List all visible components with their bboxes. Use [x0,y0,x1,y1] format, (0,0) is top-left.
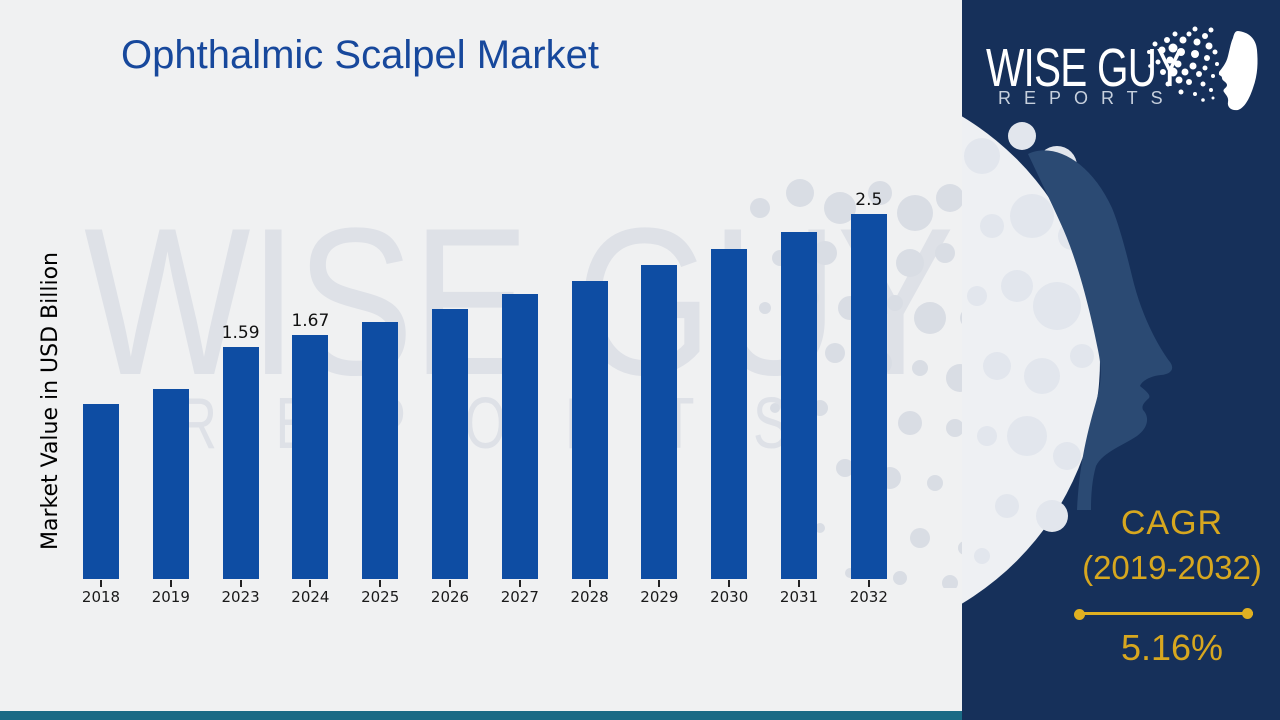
x-label-2019: 2019 [151,588,190,606]
page-title: Ophthalmic Scalpel Market [121,33,599,77]
x-tick-2030 [728,580,731,587]
x-tick-2031 [798,580,800,587]
bar-2027 [501,294,538,579]
bar-2026 [432,309,468,579]
bar-value-label-2024: 1.67 [291,311,330,331]
x-label-2029: 2029 [640,588,679,606]
logo-subtitle: REPORTS [998,88,1176,108]
bar-2024 [292,335,329,579]
cagr-line-right-dot [1242,608,1253,619]
x-tick-2028 [588,580,591,587]
x-tick-2018 [100,580,102,587]
x-label-2031: 2031 [779,588,819,606]
cagr-period: (2019-2032) [1082,549,1262,586]
bar-2025 [362,322,399,579]
bar-2018 [83,404,119,579]
x-label-2023: 2023 [221,588,260,606]
x-tick-2019 [169,580,172,587]
x-label-2028: 2028 [570,588,609,606]
cagr-label: CAGR [1120,504,1224,542]
x-tick-2023 [239,580,242,587]
x-tick-2032 [867,580,870,587]
bar-2031 [781,232,817,579]
cagr-line-left-dot [1074,609,1085,620]
brand-panel: WISE GUY REPORTS CAGR (2019-2032 [962,0,1280,720]
bar-value-label-2023: 1.59 [221,323,260,343]
x-tick-2027 [518,580,521,587]
x-label-2030: 2030 [710,588,749,606]
bar-2029 [641,265,678,579]
face-profile-silhouette [1028,150,1173,510]
bar-2032 [850,214,887,579]
x-label-2018: 2018 [81,588,121,606]
bottom-accent-strip [0,711,962,720]
bar-value-label-2032: 2.5 [855,190,883,210]
logo-wordmark: WISE GUY [986,38,1183,98]
bar-2028 [571,281,608,579]
x-tick-2026 [449,580,451,587]
x-tick-2029 [658,580,661,587]
bar-2023 [222,347,259,579]
watermark-reports: REPORTS [178,388,848,460]
x-label-2032: 2032 [849,588,888,606]
logo-face-icon [1147,26,1258,111]
cagr-divider-line [1079,612,1253,615]
x-tick-2025 [379,580,382,587]
bar-2019 [152,389,189,579]
circle-texture-dots [964,122,1094,564]
x-label-2027: 2027 [500,588,539,606]
bar-2030 [711,249,748,579]
x-label-2025: 2025 [361,588,400,606]
cagr-value: 5.16% [1120,627,1224,668]
x-label-2026: 2026 [430,588,470,606]
x-tick-2024 [309,580,312,587]
x-label-2024: 2024 [291,588,330,606]
